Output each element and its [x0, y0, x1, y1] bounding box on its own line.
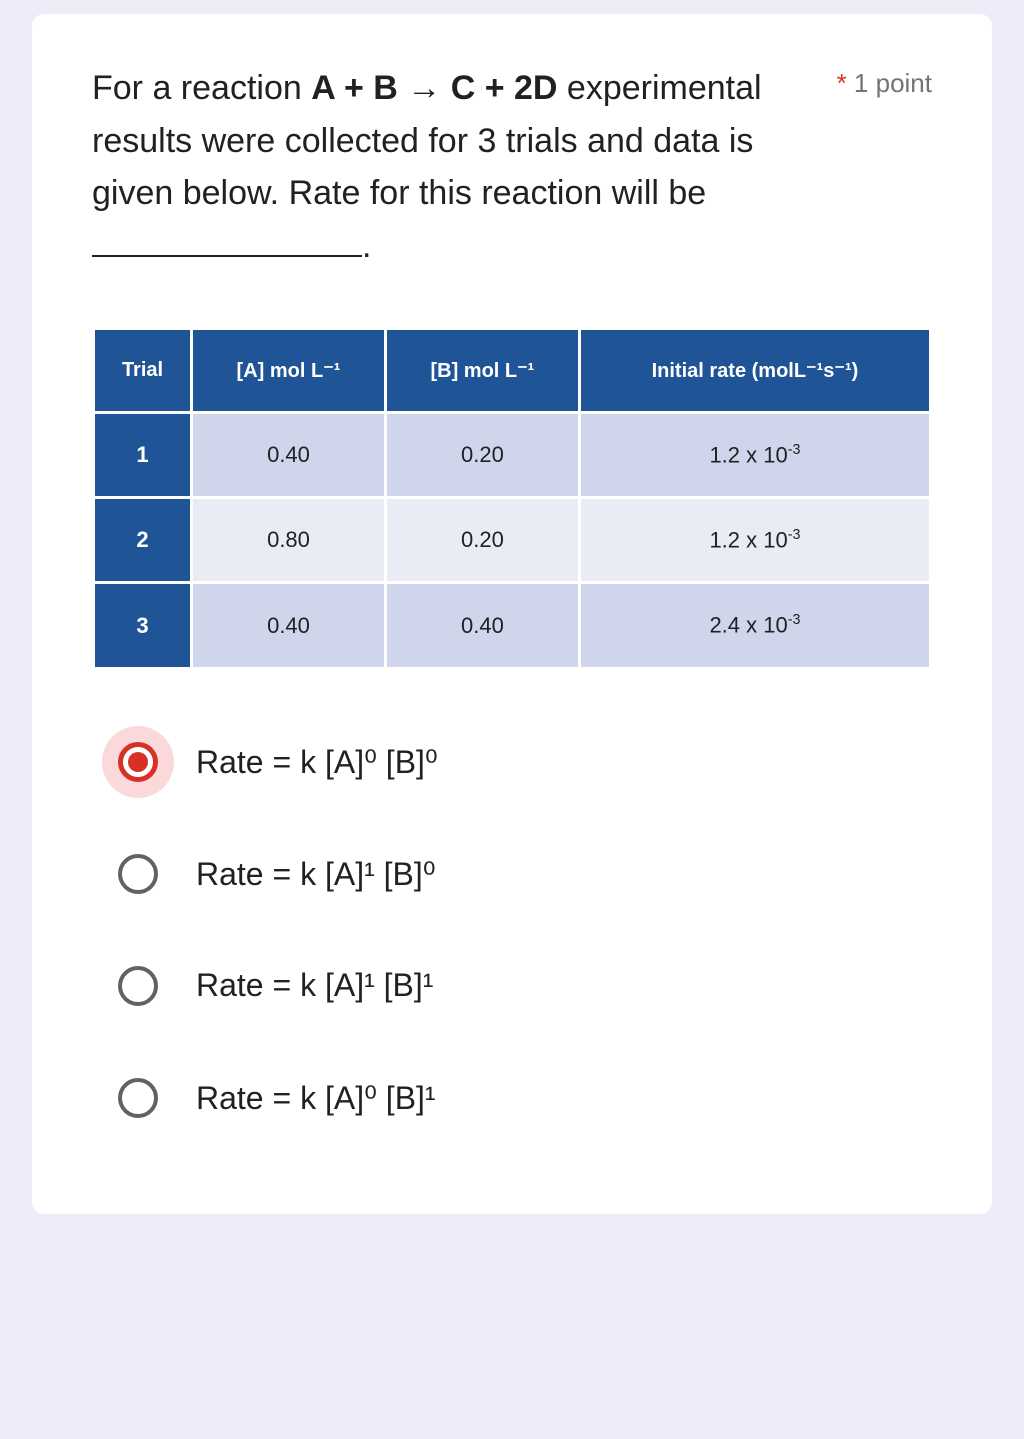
cell-b: 0.20	[385, 412, 579, 497]
option-3[interactable]: Rate = k [A]¹ [B]¹	[92, 930, 932, 1042]
table-row: 3 0.40 0.40 2.4 x 10-3	[94, 583, 931, 668]
option-4[interactable]: Rate = k [A]⁰ [B]¹	[92, 1042, 932, 1154]
cell-trial: 3	[94, 583, 192, 668]
radio-icon	[118, 1078, 158, 1118]
points-text: 1 point	[854, 68, 932, 98]
table-row: 1 0.40 0.20 1.2 x 10-3	[94, 412, 931, 497]
cell-a: 0.40	[192, 412, 386, 497]
required-asterisk: *	[837, 68, 847, 98]
cell-b: 0.40	[385, 583, 579, 668]
option-1[interactable]: Rate = k [A]⁰ [B]⁰	[92, 706, 932, 818]
option-label: Rate = k [A]⁰ [B]⁰	[196, 743, 438, 781]
radio-icon	[118, 742, 158, 782]
cell-rate: 1.2 x 10-3	[579, 498, 930, 583]
th-rate: Initial rate (molL⁻¹s⁻¹)	[579, 328, 930, 412]
radio-halo	[102, 950, 174, 1022]
q-suffix: .	[362, 227, 371, 265]
answer-blank	[92, 255, 362, 257]
cell-rate: 1.2 x 10-3	[579, 412, 930, 497]
th-trial: Trial	[94, 328, 192, 412]
radio-icon	[118, 966, 158, 1006]
q-prefix: For a reaction	[92, 69, 311, 107]
radio-wrap	[98, 950, 178, 1022]
table-header-row: Trial [A] mol L⁻¹ [B] mol L⁻¹ Initial ra…	[94, 328, 931, 412]
radio-halo	[102, 726, 174, 798]
radio-halo	[102, 838, 174, 910]
table-row: 2 0.80 0.20 1.2 x 10-3	[94, 498, 931, 583]
radio-wrap	[98, 838, 178, 910]
radio-wrap	[98, 1062, 178, 1134]
th-a: [A] mol L⁻¹	[192, 328, 386, 412]
option-label: Rate = k [A]¹ [B]¹	[196, 967, 433, 1004]
cell-a: 0.80	[192, 498, 386, 583]
cell-b: 0.20	[385, 498, 579, 583]
cell-a: 0.40	[192, 583, 386, 668]
option-label: Rate = k [A]⁰ [B]¹	[196, 1079, 436, 1117]
radio-halo	[102, 1062, 174, 1134]
th-b: [B] mol L⁻¹	[385, 328, 579, 412]
radio-icon	[118, 854, 158, 894]
option-label: Rate = k [A]¹ [B]⁰	[196, 855, 436, 893]
cell-rate: 2.4 x 10-3	[579, 583, 930, 668]
options-group: Rate = k [A]⁰ [B]⁰ Rate = k [A]¹ [B]⁰ Ra…	[92, 706, 932, 1154]
question-text: For a reaction A + B → C + 2D experiment…	[92, 62, 807, 273]
points-label: * 1 point	[837, 68, 932, 99]
question-header: For a reaction A + B → C + 2D experiment…	[92, 62, 932, 273]
radio-wrap	[98, 726, 178, 798]
cell-trial: 2	[94, 498, 192, 583]
option-2[interactable]: Rate = k [A]¹ [B]⁰	[92, 818, 932, 930]
data-table: Trial [A] mol L⁻¹ [B] mol L⁻¹ Initial ra…	[92, 327, 932, 670]
cell-trial: 1	[94, 412, 192, 497]
q-reaction: A + B → C + 2D	[311, 69, 557, 107]
question-card: For a reaction A + B → C + 2D experiment…	[32, 14, 992, 1214]
